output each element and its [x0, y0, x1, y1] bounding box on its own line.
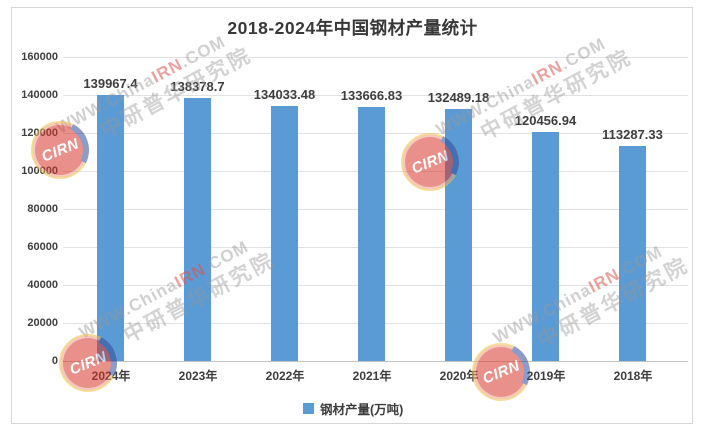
- bar-2022年: [271, 106, 298, 361]
- x-tick-label: 2022年: [241, 367, 329, 384]
- steel-production-chart: 2018-2024年中国钢材产量统计 0 20000 40000 60000 80000…: [0, 0, 705, 434]
- bar-2019年: [532, 132, 559, 361]
- bar-2018年: [619, 146, 646, 361]
- x-tick-label: 2024年: [67, 367, 155, 384]
- legend: 钢材产量(万吨): [303, 399, 403, 418]
- x-tick-label: 2018年: [589, 367, 677, 384]
- legend-series-label: 钢材产量(万吨): [320, 399, 403, 418]
- x-axis-line: [63, 361, 688, 362]
- y-tick-label: 80000: [0, 203, 58, 215]
- bar-2023年: [184, 98, 211, 361]
- bar-2021年: [358, 107, 385, 361]
- gridline-160000: [63, 57, 688, 58]
- bar-value-label: 113287.33: [578, 127, 688, 142]
- y-tick-label: 60000: [0, 241, 58, 253]
- y-tick-label: 0: [0, 355, 58, 367]
- y-tick-label: 100000: [0, 165, 58, 177]
- y-tick-label: 40000: [0, 279, 58, 291]
- y-tick-label: 160000: [0, 51, 58, 63]
- x-tick-label: 2019年: [502, 367, 590, 384]
- legend-color-swatch: [303, 403, 314, 414]
- x-tick-label: 2021年: [328, 367, 416, 384]
- bar-2024年: [97, 95, 124, 361]
- y-tick-label: 140000: [0, 89, 58, 101]
- bar-2020年: [445, 109, 472, 361]
- y-tick-label: 120000: [0, 127, 58, 139]
- chart-title: 2018-2024年中国钢材产量统计: [0, 15, 705, 40]
- bar-value-label: 132489.18: [404, 90, 514, 105]
- x-tick-label: 2020年: [415, 367, 503, 384]
- x-tick-label: 2023年: [154, 367, 242, 384]
- y-tick-label: 20000: [0, 317, 58, 329]
